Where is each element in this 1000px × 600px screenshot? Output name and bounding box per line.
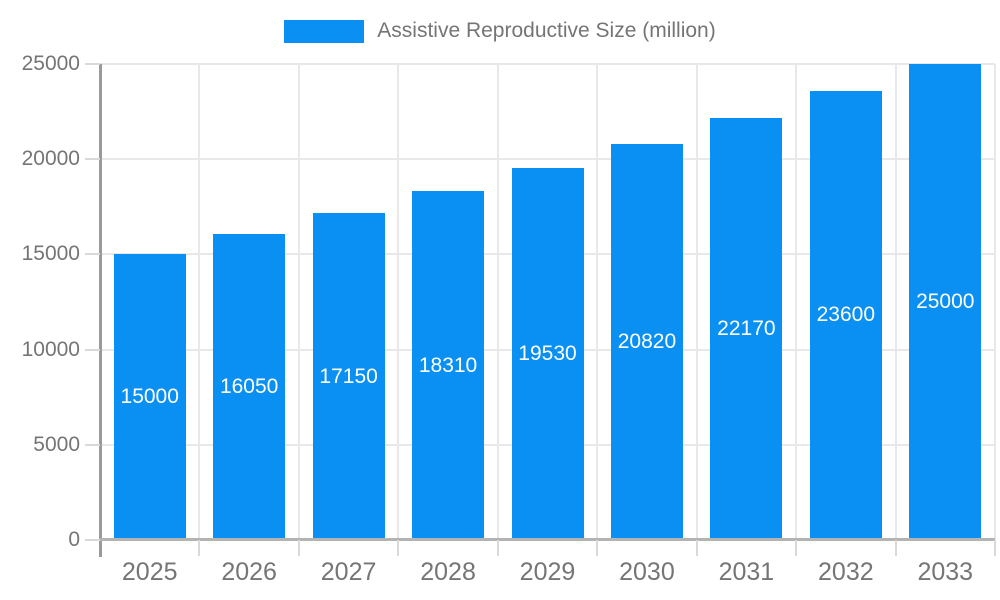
- v-gridline: [496, 64, 499, 540]
- x-axis-tick: [894, 540, 897, 556]
- x-axis-tick-label: 2027: [320, 558, 377, 586]
- bar-value-label: 16050: [219, 375, 279, 399]
- y-axis-tick: [85, 539, 100, 541]
- bar-2032[interactable]: 23600: [809, 90, 882, 540]
- bar-2028[interactable]: 18310: [412, 191, 485, 540]
- v-gridline: [894, 64, 897, 540]
- y-axis-tick-label: 10000: [21, 337, 80, 361]
- chart-legend: Assistive Reproductive Size (million): [0, 19, 1000, 43]
- y-axis-tick: [85, 63, 100, 65]
- v-gridline: [695, 64, 698, 540]
- y-axis-tick-label: 5000: [33, 432, 80, 456]
- bar-value-label: 22170: [717, 316, 776, 340]
- v-gridline: [596, 64, 599, 540]
- bar-value-label: 20820: [617, 329, 677, 353]
- bar-2025[interactable]: 15000: [113, 254, 186, 540]
- x-axis-tick: [994, 540, 996, 556]
- bar-value-label: 17150: [319, 364, 378, 388]
- v-gridline: [297, 64, 300, 540]
- v-gridline: [198, 64, 201, 540]
- x-axis-tick: [695, 540, 698, 556]
- bar-value-label: 25000: [916, 290, 975, 313]
- x-axis-tick: [297, 540, 300, 556]
- y-axis-tick: [85, 443, 100, 446]
- bar-value-label: 18310: [418, 353, 478, 377]
- bar-2026[interactable]: 16050: [213, 234, 286, 540]
- x-axis-tick: [795, 540, 798, 556]
- x-axis-tick-label: 2031: [718, 558, 775, 586]
- x-axis-tick-label: 2025: [121, 558, 178, 586]
- bar-2027[interactable]: 17150: [312, 213, 385, 540]
- bar-2031[interactable]: 22170: [710, 117, 783, 540]
- v-gridline: [397, 64, 400, 540]
- v-gridline: [795, 64, 798, 540]
- x-axis-tick-label: 2032: [818, 558, 874, 586]
- y-axis-tick: [85, 158, 100, 161]
- bar-value-label: 19530: [518, 342, 577, 366]
- bar-value-label: 23600: [816, 303, 876, 327]
- legend-label: Assistive Reproductive Size (million): [377, 19, 716, 42]
- y-axis-tick-label: 0: [68, 528, 80, 551]
- x-axis-tick: [397, 540, 400, 556]
- y-axis-tick: [85, 348, 100, 351]
- x-axis-tick-label: 2033: [917, 558, 974, 586]
- x-axis-tick-label: 2028: [420, 558, 476, 586]
- y-axis-tick-label: 25000: [21, 52, 80, 75]
- h-gridline: [100, 63, 995, 65]
- x-axis-tick-label: 2026: [221, 558, 277, 586]
- x-axis-tick: [596, 540, 599, 556]
- y-axis-line: [99, 64, 102, 557]
- y-axis-tick-label: 15000: [21, 242, 80, 266]
- x-axis-tick-label: 2030: [619, 558, 675, 586]
- legend-swatch: [284, 19, 365, 43]
- x-axis-line: [100, 538, 995, 541]
- bar-2033[interactable]: 25000: [909, 64, 982, 540]
- bar-2029[interactable]: 19530: [511, 168, 584, 540]
- h-gridline: [100, 158, 995, 161]
- bar-value-label: 15000: [120, 385, 179, 409]
- x-axis-tick: [496, 540, 499, 556]
- y-axis-tick-label: 20000: [21, 147, 80, 171]
- v-gridline: [994, 64, 996, 540]
- x-axis-tick-label: 2029: [519, 558, 576, 586]
- x-axis-tick: [198, 540, 201, 556]
- bar-2030[interactable]: 20820: [610, 143, 683, 540]
- y-axis-tick: [85, 253, 100, 256]
